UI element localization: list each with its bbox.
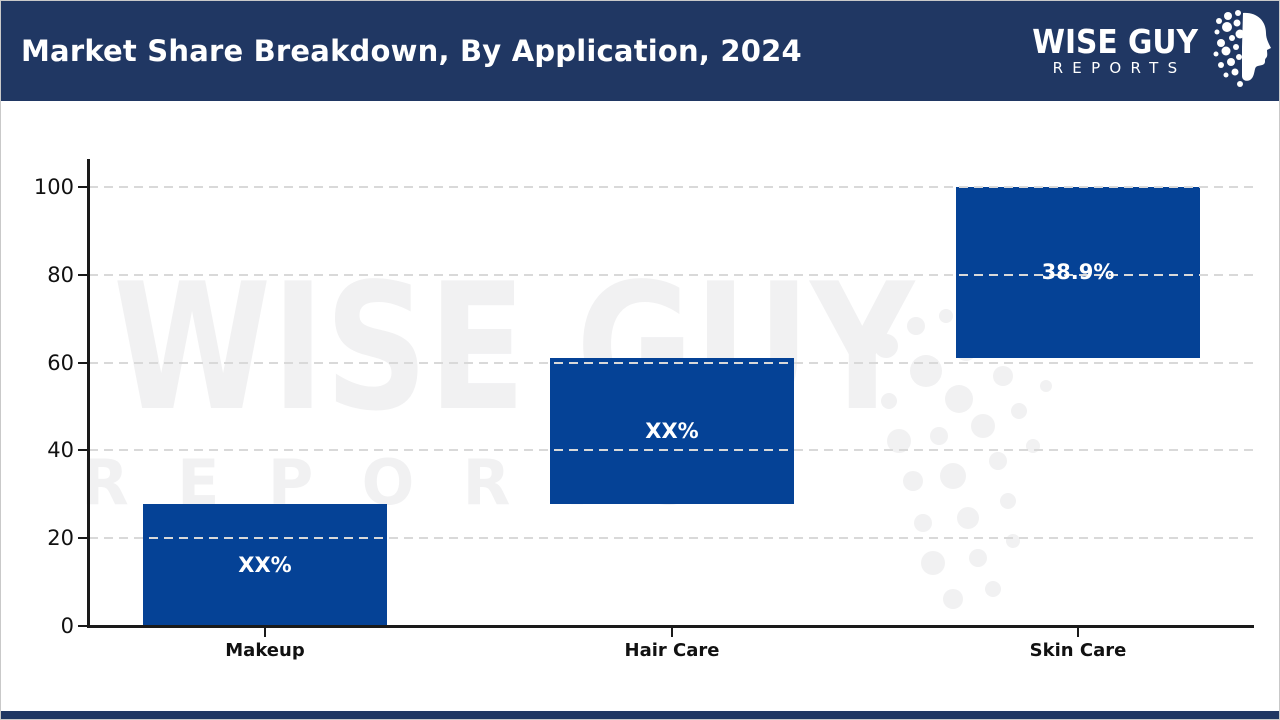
x-category-label: Hair Care [624,640,720,661]
bar-makeup [143,503,387,626]
y-tick-label: 60 [47,350,74,375]
bar-value-label: 38.9% [1041,260,1115,285]
wise-guy-head-icon [1213,10,1271,87]
gridline-y-80 [89,273,1254,276]
logo-text: WISE GUY REPORTS [1023,25,1207,76]
bar-value-label: XX% [238,552,292,577]
x-category-label: Makeup [225,640,305,661]
x-tick-mark [671,628,673,637]
gridline-y-100 [89,186,1254,188]
x-tick-mark [264,628,266,637]
y-tick-mark [78,361,87,364]
logo-subtitle: REPORTS [1052,59,1187,78]
y-tick-label: 40 [47,438,74,463]
y-tick-label: 20 [47,526,74,551]
x-tick-mark [1077,628,1079,637]
y-tick-mark [78,186,87,188]
header-bar: Market Share Breakdown, By Application, … [1,1,1279,101]
y-tick-mark [78,537,87,540]
page-title: Market Share Breakdown, By Application, … [21,34,802,68]
x-category-label: Skin Care [1029,640,1127,661]
logo-wordmark: WISE GUY [1031,22,1198,62]
bar-hair-care [550,357,794,504]
y-axis-line [87,159,90,628]
y-tick-label: 0 [60,614,74,638]
y-tick-mark [78,625,87,627]
y-tick-label: 80 [47,262,74,287]
x-axis-line [87,625,1254,628]
y-tick-mark [78,449,87,452]
y-tick-mark [78,273,87,276]
gridline-y-40 [89,449,1254,452]
footer-bar [1,711,1279,719]
bar-value-label: XX% [645,418,699,443]
y-tick-label: 100 [33,175,74,199]
gridline-y-20 [89,537,1254,540]
wise-guy-logo: WISE GUY REPORTS [1023,5,1273,97]
gridline-y-60 [89,361,1254,364]
